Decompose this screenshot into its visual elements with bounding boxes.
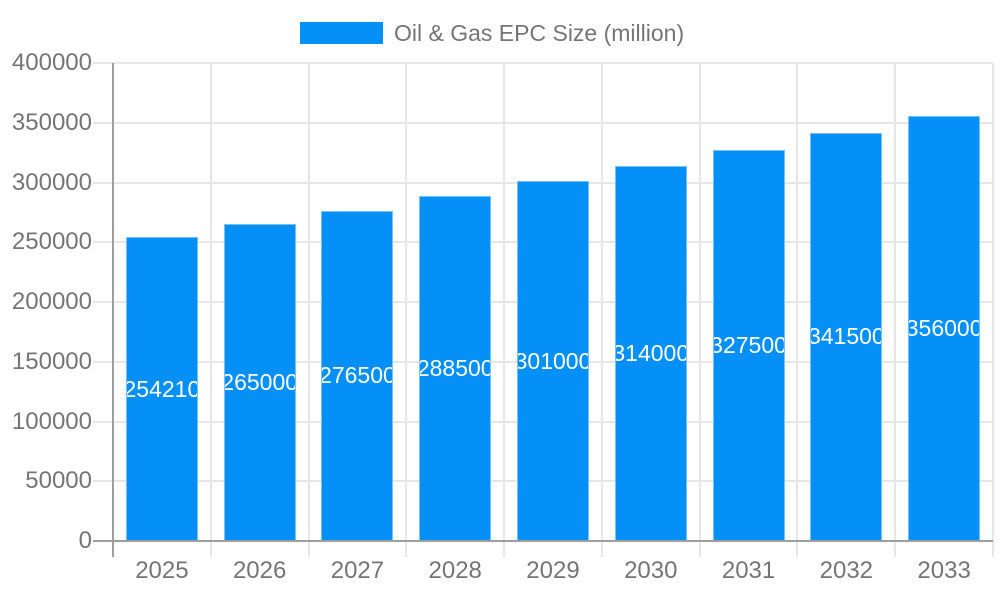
bar-value-label: 288500: [419, 355, 492, 382]
bar-value-label: 265000: [223, 369, 296, 396]
x-tick-label: 2026: [232, 557, 287, 584]
y-tick: [93, 181, 113, 184]
bar[interactable]: 341500: [810, 132, 883, 541]
x-gridline: [307, 63, 310, 557]
y-tick: [93, 121, 113, 124]
y-tick: [93, 420, 113, 423]
x-tick-label: 2028: [428, 557, 482, 584]
legend-item[interactable]: Oil & Gas EPC Size (million): [300, 19, 685, 46]
x-gridline: [796, 63, 799, 557]
y-tick-label: 250000: [11, 228, 92, 256]
legend-swatch: [300, 22, 383, 44]
y-tick: [93, 241, 113, 244]
bar[interactable]: 276500: [321, 210, 394, 541]
bar-value-label: 301000: [517, 347, 589, 374]
bar-value-label: 327500: [712, 331, 785, 358]
y-tick-label: 300000: [11, 168, 92, 196]
y-tick: [93, 62, 113, 64]
bar[interactable]: 288500: [419, 196, 492, 541]
x-tick-label: 2027: [330, 557, 385, 584]
x-gridline: [698, 63, 701, 557]
x-gridline: [600, 63, 603, 557]
y-axis-line: [112, 63, 114, 557]
bar-value-label: 341500: [810, 323, 883, 350]
y-tick-label: 200000: [11, 288, 92, 315]
y-tick-label: 400000: [11, 49, 92, 76]
x-gridline: [405, 63, 408, 557]
x-gridline: [209, 63, 212, 557]
y-tick-label: 350000: [11, 108, 92, 136]
y-tick: [93, 301, 113, 303]
y-tick-label: 50000: [25, 467, 92, 495]
x-tick-label: 2031: [721, 557, 776, 584]
bar[interactable]: 314000: [614, 165, 687, 541]
y-tick: [93, 360, 113, 363]
bar[interactable]: 254210: [125, 237, 198, 541]
x-tick-label: 2033: [917, 557, 971, 584]
y-tick-label: 0: [78, 527, 92, 554]
x-tick-label: 2029: [526, 557, 580, 584]
x-axis-line: [93, 540, 993, 542]
x-tick-label: 2032: [819, 557, 874, 584]
bar-value-label: 254210: [125, 375, 198, 402]
y-tick-label: 150000: [11, 347, 92, 375]
y-gridline: [113, 121, 993, 124]
bar[interactable]: 301000: [517, 181, 589, 541]
bar-value-label: 276500: [321, 362, 394, 389]
y-tick: [93, 480, 113, 483]
x-tick-label: 2030: [624, 557, 678, 584]
bar-value-label: 356000: [908, 314, 981, 341]
legend-label: Oil & Gas EPC Size (million): [394, 19, 685, 46]
bar[interactable]: 265000: [223, 224, 296, 541]
x-gridline: [894, 63, 897, 557]
bar-value-label: 314000: [614, 339, 687, 366]
y-gridline: [113, 62, 993, 64]
x-tick-label: 2025: [135, 557, 189, 584]
x-gridline: [992, 63, 994, 557]
x-gridline: [503, 63, 506, 557]
bar[interactable]: 356000: [908, 115, 981, 541]
bar[interactable]: 327500: [712, 149, 785, 541]
y-tick-label: 100000: [11, 407, 92, 435]
